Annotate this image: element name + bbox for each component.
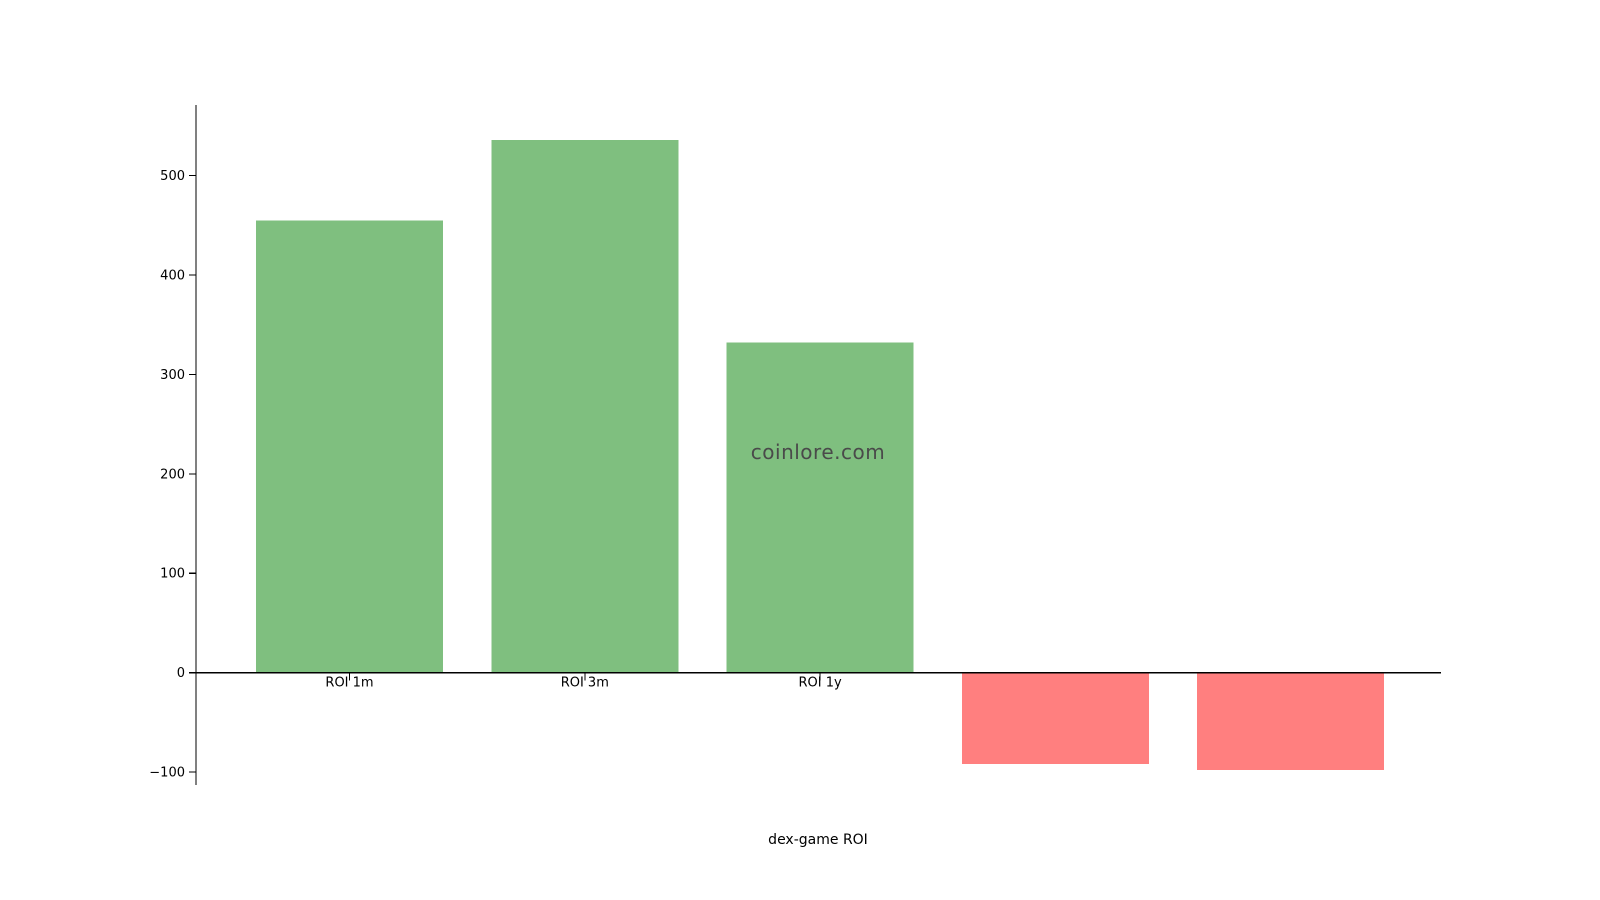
y-tick-label: 300 xyxy=(160,368,185,383)
x-tick-label-roi-1y: ROI 1y xyxy=(798,676,842,691)
x-axis-title: dex-game ROI xyxy=(768,832,868,848)
x-tick-label-roi-3m: ROI 3m xyxy=(561,676,609,691)
watermark: coinlore.com xyxy=(750,440,886,464)
y-tick-label: 100 xyxy=(160,567,185,582)
bar-roi-3m xyxy=(491,139,679,673)
y-tick-label: 0 xyxy=(177,666,185,681)
bar-roi-1m xyxy=(256,220,443,673)
bar-roi-1y xyxy=(726,342,914,673)
y-tick-label: 400 xyxy=(160,269,185,284)
bar-unlabeled-5 xyxy=(1197,672,1385,771)
y-tick-label: 200 xyxy=(160,467,185,482)
y-tick-label: −100 xyxy=(149,766,185,781)
y-tick-label: 500 xyxy=(160,169,185,184)
x-tick-label-roi-1m: ROI 1m xyxy=(325,676,373,691)
bar-unlabeled-4 xyxy=(961,672,1149,765)
